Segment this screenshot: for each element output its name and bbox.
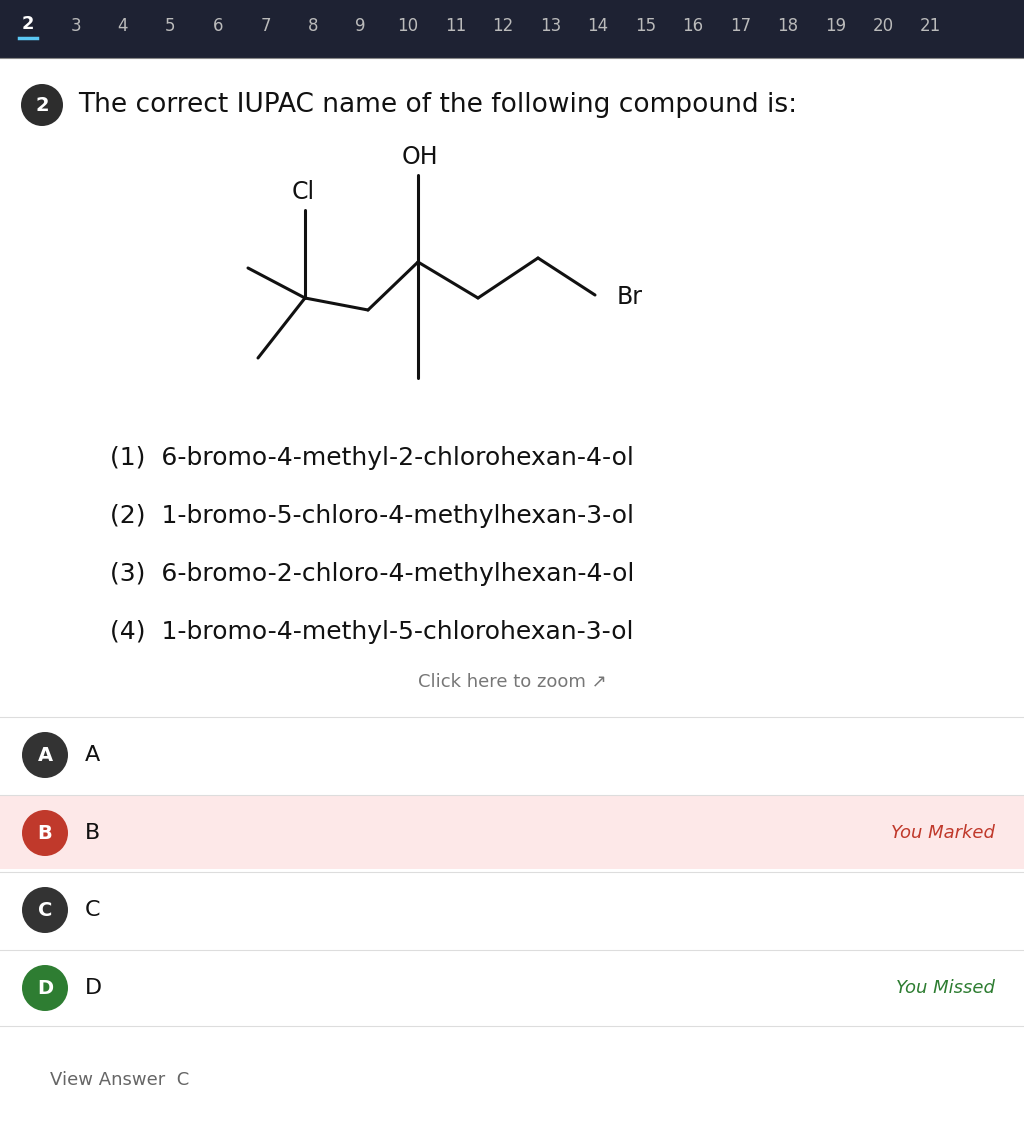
Text: 17: 17 — [730, 17, 751, 35]
Text: 10: 10 — [397, 17, 419, 35]
Text: The correct IUPAC name of the following compound is:: The correct IUPAC name of the following … — [78, 92, 797, 118]
FancyBboxPatch shape — [0, 795, 1024, 870]
Text: (3)  6-bromo-2-chloro-4-methylhexan-4-ol: (3) 6-bromo-2-chloro-4-methylhexan-4-ol — [110, 562, 635, 586]
Text: You Marked: You Marked — [891, 824, 995, 842]
Text: A: A — [85, 745, 100, 765]
Text: 2: 2 — [22, 15, 34, 33]
Text: A: A — [38, 745, 52, 764]
Text: 9: 9 — [355, 17, 366, 35]
Text: B: B — [38, 824, 52, 843]
Text: C: C — [85, 900, 100, 920]
Text: 8: 8 — [308, 17, 318, 35]
Text: 2: 2 — [35, 95, 49, 114]
Text: 16: 16 — [682, 17, 703, 35]
Text: 18: 18 — [777, 17, 799, 35]
Text: 21: 21 — [920, 17, 941, 35]
Text: View Answer  C: View Answer C — [50, 1072, 189, 1089]
Text: B: B — [85, 824, 100, 843]
Circle shape — [22, 888, 68, 934]
Text: C: C — [38, 901, 52, 920]
Text: 3: 3 — [71, 17, 81, 35]
Text: 20: 20 — [872, 17, 894, 35]
Text: 11: 11 — [444, 17, 466, 35]
Text: 12: 12 — [493, 17, 514, 35]
Circle shape — [22, 732, 68, 778]
Text: Br: Br — [617, 285, 643, 309]
Text: (2)  1-bromo-5-chloro-4-methylhexan-3-ol: (2) 1-bromo-5-chloro-4-methylhexan-3-ol — [110, 504, 634, 528]
Text: 4: 4 — [118, 17, 128, 35]
Circle shape — [22, 965, 68, 1011]
Text: D: D — [37, 978, 53, 997]
Text: (1)  6-bromo-4-methyl-2-chlorohexan-4-ol: (1) 6-bromo-4-methyl-2-chlorohexan-4-ol — [110, 447, 634, 470]
Text: Cl: Cl — [292, 180, 314, 204]
Text: 7: 7 — [260, 17, 270, 35]
Text: 15: 15 — [635, 17, 656, 35]
FancyBboxPatch shape — [0, 0, 1024, 58]
Text: OH: OH — [401, 145, 438, 169]
Text: You Missed: You Missed — [896, 980, 995, 997]
Text: Click here to zoom ↗: Click here to zoom ↗ — [418, 673, 606, 691]
Circle shape — [22, 84, 63, 126]
Circle shape — [22, 810, 68, 856]
Text: 13: 13 — [540, 17, 561, 35]
Text: D: D — [85, 978, 102, 997]
Text: 14: 14 — [588, 17, 608, 35]
Text: 6: 6 — [213, 17, 223, 35]
Text: 5: 5 — [165, 17, 176, 35]
Text: 19: 19 — [825, 17, 846, 35]
Text: (4)  1-bromo-4-methyl-5-chlorohexan-3-ol: (4) 1-bromo-4-methyl-5-chlorohexan-3-ol — [110, 620, 634, 644]
